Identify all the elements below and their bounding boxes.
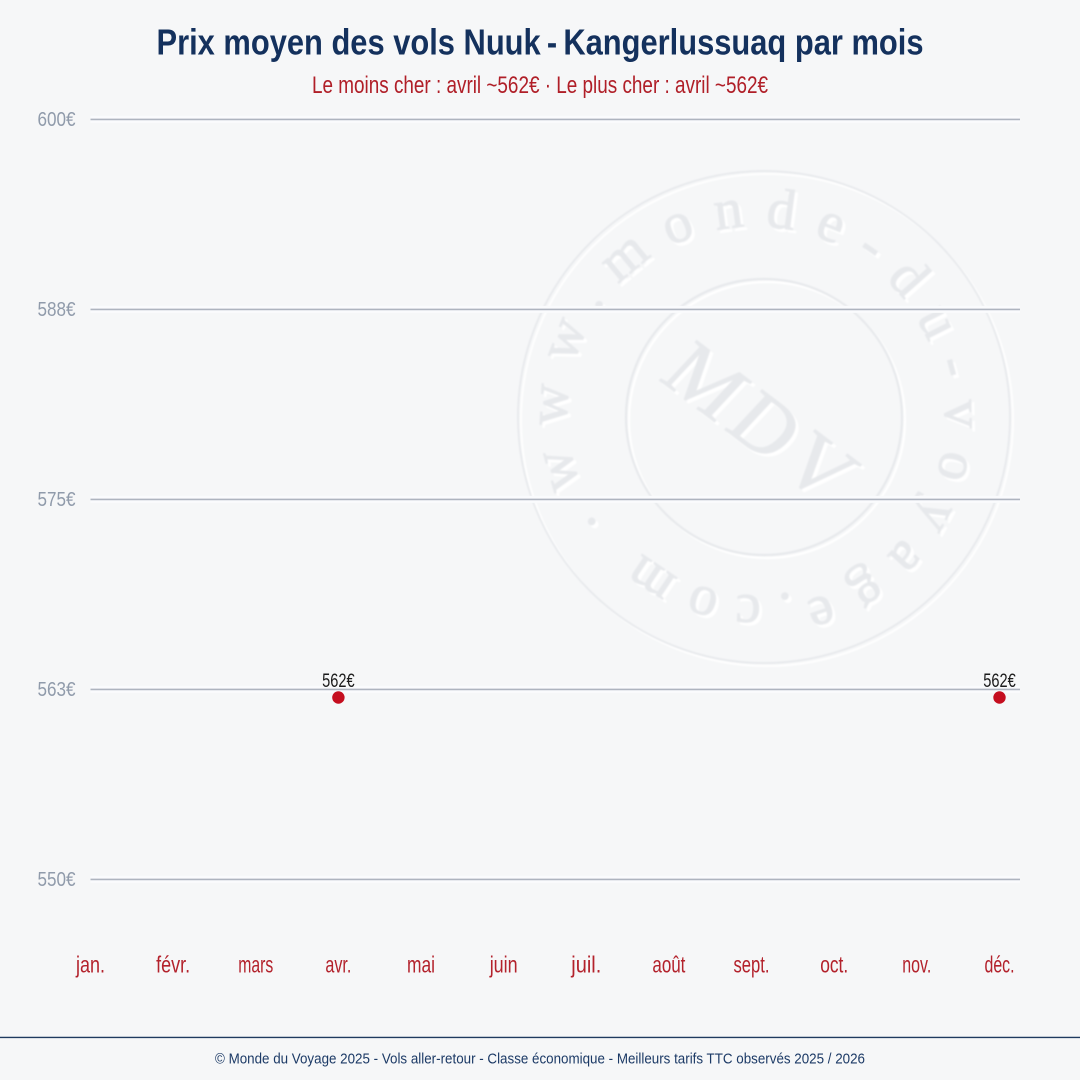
svg-text:mai: mai (407, 951, 435, 977)
svg-text:juil.: juil. (570, 951, 601, 977)
svg-text:juin: juin (489, 951, 518, 977)
svg-text:Le moins cher : avril ~562€ ·: Le moins cher : avril ~562€ · Le plus ch… (312, 72, 769, 99)
svg-text:562€: 562€ (322, 671, 355, 692)
svg-text:600€: 600€ (38, 108, 76, 131)
svg-text:avr.: avr. (325, 951, 351, 977)
svg-text:jan.: jan. (75, 951, 105, 977)
svg-text:563€: 563€ (38, 678, 76, 701)
svg-text:550€: 550€ (38, 868, 76, 891)
svg-text:mars: mars (238, 951, 273, 977)
svg-text:575€: 575€ (38, 488, 76, 511)
svg-text:Prix moyen des vols Nuuk - Kan: Prix moyen des vols Nuuk - Kangerlussuaq… (157, 22, 924, 63)
svg-text:nov.: nov. (902, 951, 931, 977)
svg-text:déc.: déc. (985, 951, 1015, 977)
svg-text:588€: 588€ (38, 298, 76, 321)
svg-text:août: août (652, 951, 685, 977)
svg-text:562€: 562€ (983, 671, 1016, 692)
svg-text:sept.: sept. (734, 951, 770, 977)
svg-text:© Monde du Voyage 2025 - Vols: © Monde du Voyage 2025 - Vols aller-reto… (215, 1051, 865, 1068)
svg-text:févr.: févr. (156, 951, 190, 977)
svg-text:oct.: oct. (820, 951, 848, 977)
